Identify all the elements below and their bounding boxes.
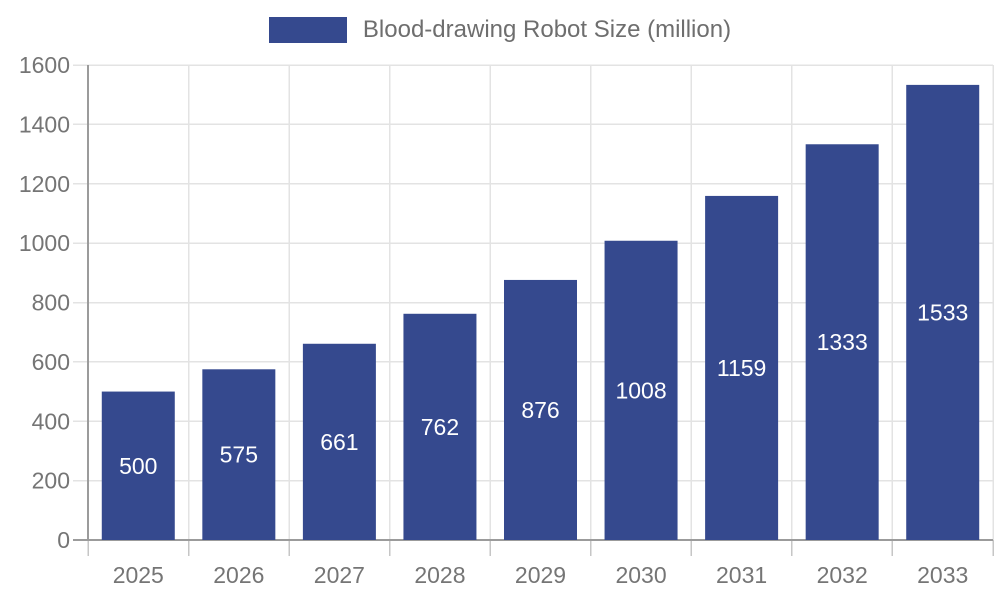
bar-value-label: 500 <box>119 453 157 479</box>
bars: 500 575 661 762 876 1008 1159 1333 1533 <box>101 84 980 540</box>
y-tick-label: 1600 <box>19 52 70 78</box>
x-tick-label: 2025 <box>113 562 164 588</box>
bar <box>504 279 577 540</box>
bar <box>403 313 477 540</box>
x-tick-label: 2030 <box>615 562 666 588</box>
bar <box>906 84 980 540</box>
y-tick-label: 0 <box>57 527 70 553</box>
bar <box>202 369 276 540</box>
bar-value-label: 1008 <box>615 377 666 403</box>
bar <box>604 240 678 540</box>
bar <box>101 391 175 540</box>
axis-labels: 0 200 400 600 800 1000 1200 1400 1600 2025 2026 202… <box>19 52 968 588</box>
bar <box>302 343 376 540</box>
x-tick-label: 2026 <box>213 562 264 588</box>
x-tick-label: 2028 <box>414 562 465 588</box>
y-tick-label: 1200 <box>19 171 70 197</box>
x-tick-label: 2031 <box>716 562 767 588</box>
bar-value-label: 661 <box>320 429 358 455</box>
y-tick-label: 400 <box>32 408 70 434</box>
bar-value-label: 1333 <box>817 329 868 355</box>
y-tick-label: 1400 <box>19 111 70 137</box>
x-tick-label: 2027 <box>314 562 365 588</box>
bar-value-label: 762 <box>421 414 459 440</box>
bar <box>805 144 879 540</box>
x-tick-label: 2033 <box>917 562 968 588</box>
bar-value-label: 876 <box>521 397 559 423</box>
bar <box>705 195 779 540</box>
y-tick-label: 1000 <box>19 230 70 256</box>
bar-value-label: 1533 <box>917 299 968 325</box>
x-tick-label: 2032 <box>817 562 868 588</box>
x-tick-label: 2029 <box>515 562 566 588</box>
y-tick-label: 600 <box>32 349 70 375</box>
y-tick-label: 800 <box>32 290 70 316</box>
bar-value-label: 1159 <box>717 355 766 381</box>
bar-value-label: 575 <box>220 442 258 468</box>
y-tick-label: 200 <box>32 468 70 494</box>
